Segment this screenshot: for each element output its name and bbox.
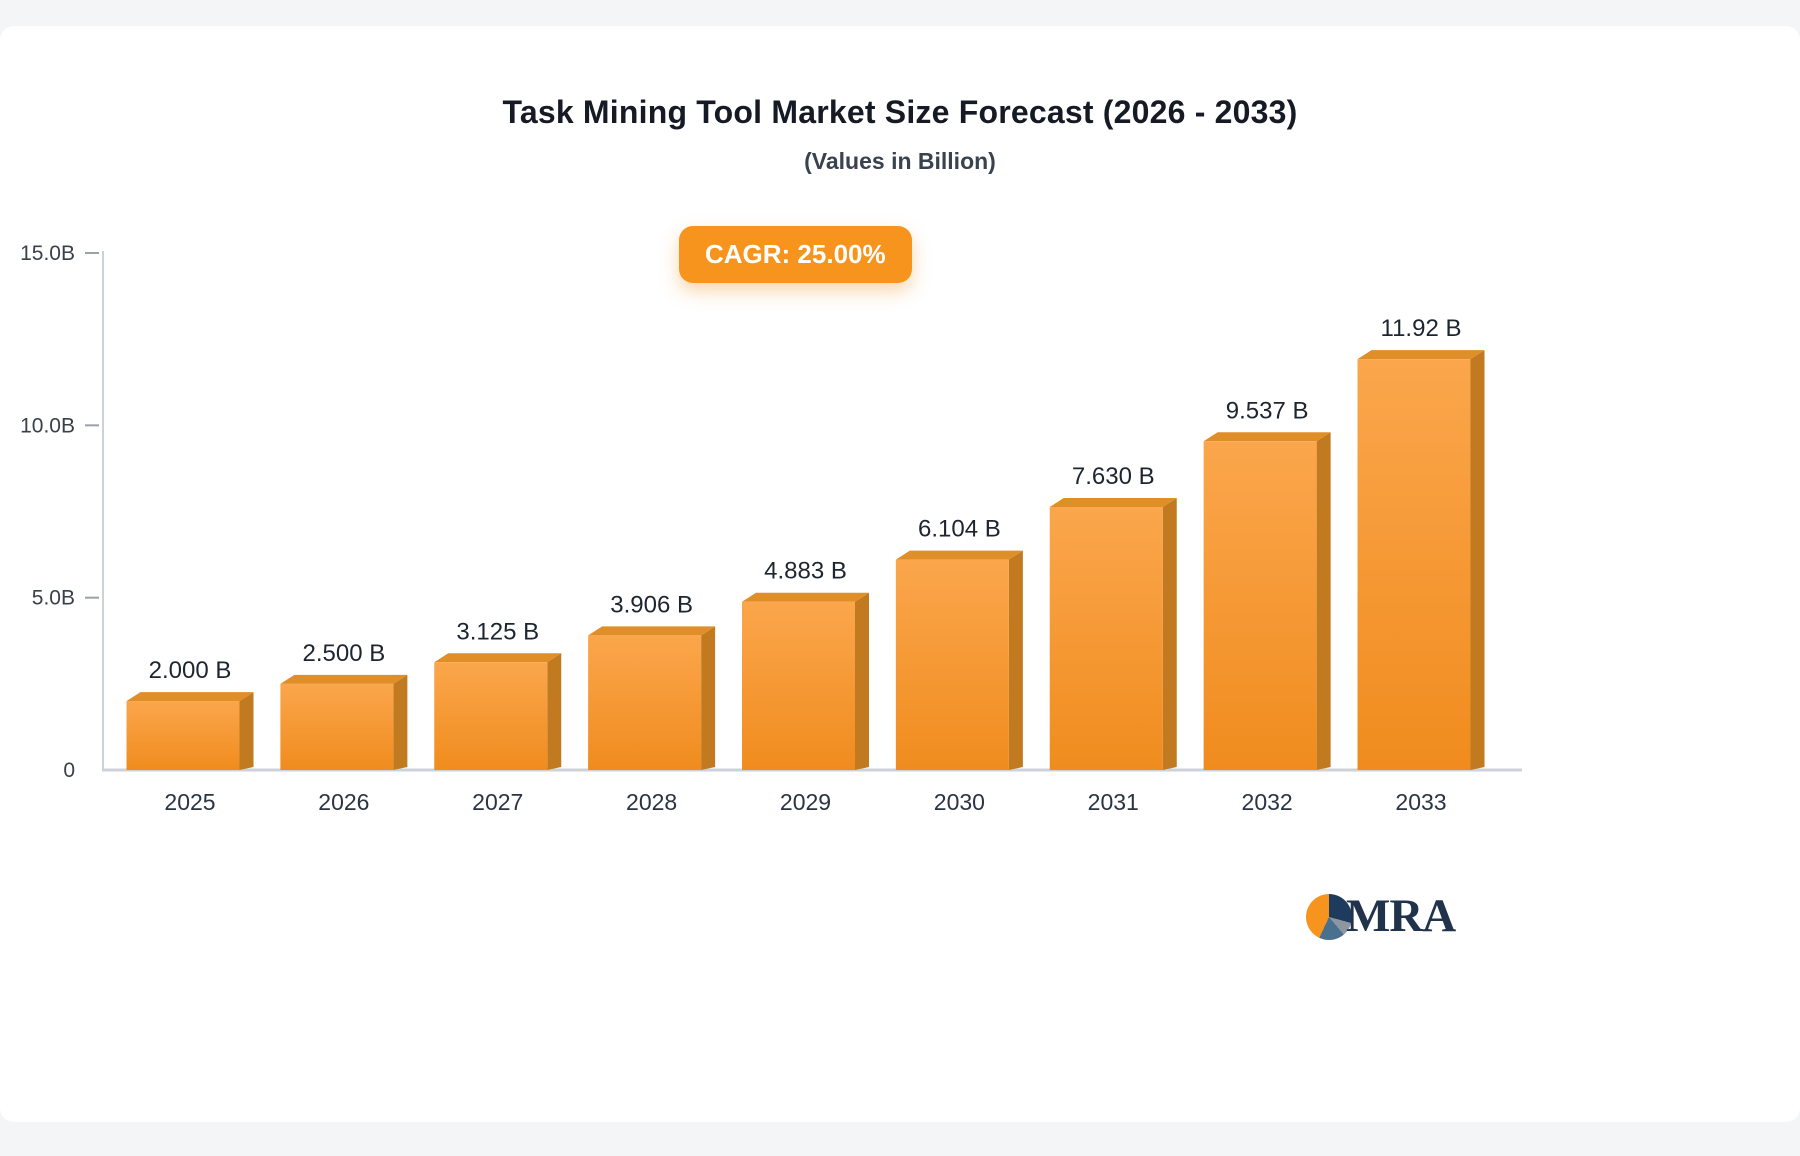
x-axis-label: 2028: [626, 789, 677, 815]
bar-top-face: [434, 653, 562, 663]
bar-top-face: [742, 592, 869, 602]
bar-top-face: [895, 550, 1023, 560]
x-axis-label: 2030: [934, 789, 985, 815]
x-axis-label: 2029: [780, 789, 831, 815]
bar-top-face: [126, 692, 254, 702]
bar-side-face: [855, 592, 869, 770]
chart-subtitle: (Values in Billion): [804, 148, 996, 174]
bar-value-label: 3.906 B: [610, 591, 693, 618]
bar-side-face: [701, 626, 716, 770]
bar-value-label: 11.92 B: [1381, 315, 1462, 342]
bar-side-face: [1316, 432, 1331, 770]
bar-group-2031: 7.630 B 2031: [1049, 463, 1177, 815]
bar-front-face: [1357, 359, 1471, 770]
y-axis-tick-label: 15.0B: [20, 242, 75, 265]
y-axis-tick-label: 10.0B: [20, 414, 75, 437]
bar-front-face: [434, 662, 548, 770]
x-axis-label: 2031: [1088, 789, 1139, 815]
bar-group-2027: 3.125 B 2027: [434, 618, 562, 815]
bar-group-2025: 2.000 B 2025: [126, 657, 254, 815]
bar-top-face: [280, 674, 408, 684]
bar-front-face: [588, 635, 702, 770]
mra-logo-text: MRA: [1346, 890, 1456, 942]
bar-top-face: [1049, 498, 1177, 508]
x-axis-label: 2025: [164, 789, 215, 815]
bar-value-label: 4.883 B: [764, 558, 847, 585]
bar-side-face: [547, 653, 562, 770]
y-axis-tick-label: 0: [63, 759, 75, 782]
bar-value-label: 7.630 B: [1072, 463, 1155, 490]
bar-group-2028: 3.906 B 2028: [588, 591, 716, 815]
y-axis-tick-label: 5.0B: [32, 587, 75, 610]
bar-front-face: [742, 601, 855, 770]
bar-front-face: [1049, 507, 1163, 770]
bar-side-face: [1162, 498, 1177, 770]
bar-front-face: [280, 683, 394, 770]
x-axis-label: 2026: [318, 789, 369, 815]
cagr-badge: CAGR: 25.00%: [679, 226, 912, 283]
bar-group-2026: 2.500 B 2026: [280, 640, 408, 815]
mra-logo-pie-icon: [1306, 893, 1352, 940]
bar-value-label: 3.125 B: [456, 618, 539, 645]
bar-value-label: 2.000 B: [149, 657, 232, 684]
x-axis-label: 2032: [1242, 789, 1293, 815]
bar-side-face: [1008, 550, 1023, 770]
bar-front-face: [1203, 441, 1317, 770]
bar-side-face: [239, 692, 254, 770]
bar-top-face: [588, 626, 716, 636]
bar-value-label: 2.500 B: [303, 640, 386, 667]
bar-side-face: [393, 674, 408, 770]
bar-group-2029: 4.883 B 2029: [742, 558, 869, 815]
mra-logo: MRA: [1306, 890, 1456, 942]
bar-side-face: [1470, 350, 1485, 770]
cagr-badge-label: CAGR: 25.00%: [705, 239, 886, 269]
x-axis-label: 2027: [472, 789, 523, 815]
chart-title: Task Mining Tool Market Size Forecast (2…: [502, 94, 1298, 130]
bar-top-face: [1203, 432, 1331, 442]
bar-value-label: 6.104 B: [918, 516, 1001, 543]
bar-front-face: [895, 559, 1009, 770]
bar-group-2030: 6.104 B 2030: [895, 516, 1023, 815]
bar-value-label: 9.537 B: [1226, 397, 1309, 424]
bar-group-2033: 11.92 B 2033: [1357, 315, 1485, 815]
bar-front-face: [126, 701, 240, 770]
bar-group-2032: 9.537 B 2032: [1203, 397, 1331, 815]
bar-top-face: [1357, 350, 1485, 360]
x-axis-label: 2033: [1395, 789, 1446, 815]
